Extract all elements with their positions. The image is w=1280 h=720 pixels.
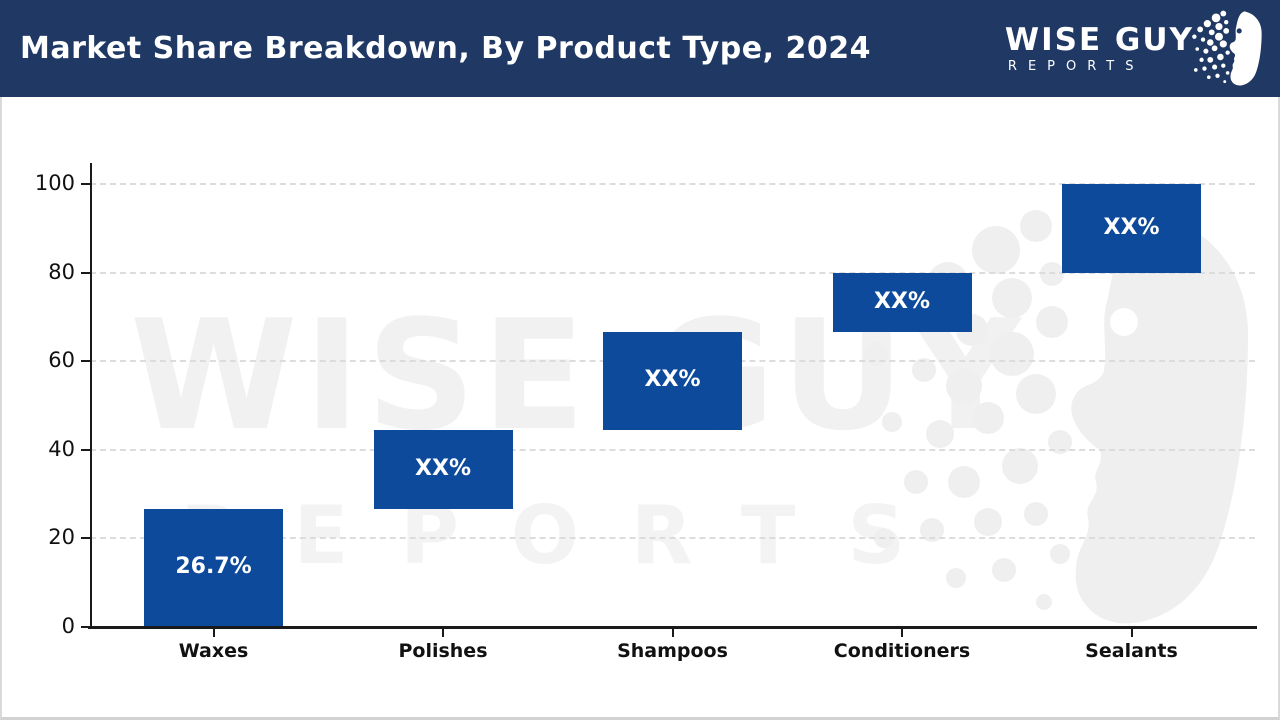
logo-text: WISE GUY REPORTS (1005, 23, 1194, 73)
category-label: Sealants (1085, 640, 1178, 662)
gridline (90, 537, 1255, 540)
y-tick-mark (81, 183, 90, 185)
y-tick-label: 60 (48, 348, 75, 373)
x-tick-mark (1130, 629, 1133, 637)
page-title: Market Share Breakdown, By Product Type,… (20, 31, 871, 66)
gridline (90, 448, 1255, 451)
y-tick-mark (81, 271, 90, 274)
bar-value-label: XX% (415, 455, 471, 481)
category-label: Shampoos (617, 640, 728, 662)
y-tick-label: 100 (34, 171, 75, 195)
wiseguy-logo: WISE GUY REPORTS (1005, 9, 1280, 89)
category-label: Waxes (178, 640, 249, 662)
gridline (90, 183, 1255, 185)
y-tick-mark (81, 626, 90, 628)
header-bar: Market Share Breakdown, By Product Type,… (0, 0, 1280, 97)
x-tick-mark (442, 629, 444, 637)
y-tick-label: 0 (61, 614, 75, 638)
bar-value-label: XX% (644, 367, 701, 393)
bar-value-label: XX% (874, 288, 930, 314)
x-tick-mark (901, 629, 903, 637)
bar-value-label: XX% (1103, 214, 1160, 240)
y-tick-mark (81, 448, 90, 451)
x-tick-mark (212, 629, 215, 637)
waterfall-chart: 0 20 40 60 80 100 26.7% Waxes XX% Polishes XX% Sham… (2, 97, 1278, 717)
y-tick-mark (81, 360, 90, 363)
category-label: Polishes (398, 640, 488, 662)
y-tick-label: 20 (48, 525, 75, 550)
x-tick-mark (671, 629, 674, 637)
y-tick-mark (81, 537, 90, 540)
bar (603, 332, 742, 431)
chart-area: WISE GUY REPORTS (0, 97, 1280, 720)
category-label: Conditioners (833, 640, 971, 662)
logo-face-icon (1192, 10, 1262, 85)
y-axis-line (90, 163, 92, 629)
gridline (90, 271, 1255, 274)
logo-wordmark: WISE GUY (1004, 22, 1194, 59)
x-axis-line (88, 626, 1257, 629)
logo-subtitle: REPORTS (1007, 58, 1145, 74)
bar (144, 508, 283, 627)
y-tick-label: 80 (48, 259, 75, 284)
bar-value-label: 26.7% (175, 553, 252, 579)
y-tick-label: 40 (48, 436, 75, 461)
bar (373, 430, 513, 509)
